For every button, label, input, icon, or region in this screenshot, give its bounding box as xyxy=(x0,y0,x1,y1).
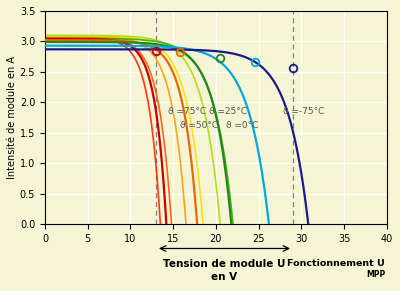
Text: ϑ =-75°C: ϑ =-75°C xyxy=(283,107,324,116)
Text: ϑ =50°C: ϑ =50°C xyxy=(180,121,218,130)
Text: Fonctionnement U: Fonctionnement U xyxy=(288,260,385,268)
Text: ϑ =25°C: ϑ =25°C xyxy=(209,107,247,116)
Text: ϑ =0°C: ϑ =0°C xyxy=(226,121,258,130)
Text: Tension de module U: Tension de module U xyxy=(163,260,286,269)
Text: MPP: MPP xyxy=(366,270,385,279)
Text: en V: en V xyxy=(212,272,238,282)
Text: ϑ =75°C: ϑ =75°C xyxy=(168,107,206,116)
Y-axis label: Intensité de module en A: Intensité de module en A xyxy=(7,56,17,179)
